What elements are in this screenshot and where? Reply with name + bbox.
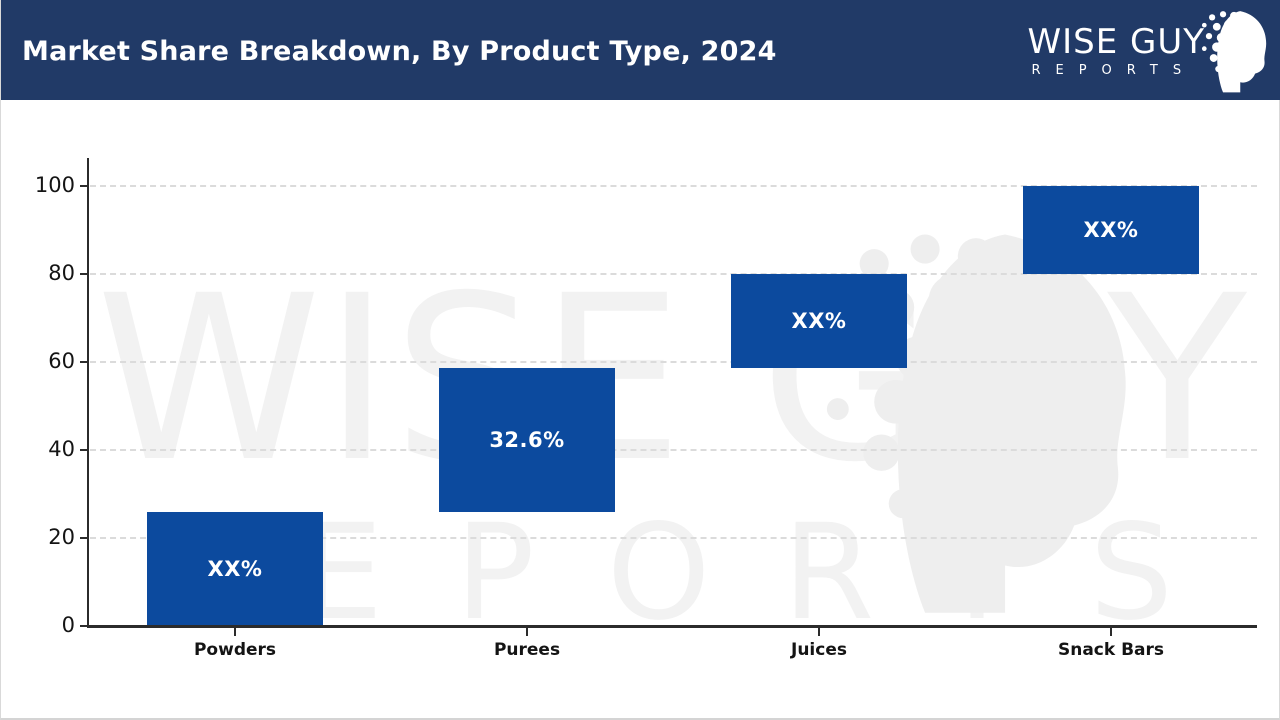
gridline-80	[90, 273, 1257, 275]
x-tick-0	[234, 628, 236, 636]
brand-logo: WISE GUY REPORTS	[1027, 8, 1275, 94]
gridline-20	[90, 537, 1257, 539]
brand-head-icon	[1201, 11, 1267, 93]
gridline-100	[90, 185, 1257, 187]
bar-juices: XX%	[731, 274, 907, 369]
y-axis-line	[87, 158, 89, 628]
bar-value-label: XX%	[207, 556, 263, 581]
gridline-40	[90, 449, 1257, 451]
bar-purees: 32.6%	[439, 368, 615, 512]
brand-subtitle: REPORTS	[1031, 62, 1197, 78]
y-tick-80	[80, 273, 89, 275]
y-tick-label-80: 80	[48, 261, 75, 285]
bar-powders: XX%	[147, 511, 323, 626]
x-tick-2	[818, 628, 820, 636]
y-tick-label-100: 100	[34, 173, 75, 197]
x-category-label: Powders	[193, 640, 277, 660]
y-tick-label-60: 60	[48, 349, 75, 373]
chart-area: WISE GUY REPORTS XX% 32.6% XX% XX% 0 20 40 60 8…	[1, 100, 1280, 720]
bar-value-label: XX%	[1083, 218, 1139, 242]
watermark-line1: WISE GUY	[96, 246, 1249, 512]
y-tick-20	[80, 537, 89, 539]
bar-value-label: XX%	[791, 309, 847, 334]
x-tick-3	[1110, 628, 1112, 636]
x-category-label: Purees	[493, 640, 561, 660]
x-tick-1	[526, 628, 528, 636]
page-title: Market Share Breakdown, By Product Type,…	[22, 36, 777, 67]
bar-value-label: 32.6%	[489, 427, 565, 452]
y-tick-40	[80, 449, 89, 451]
x-category-label: Juices	[791, 640, 847, 660]
bar-snack-bars: XX%	[1023, 186, 1199, 274]
y-tick-label-40: 40	[48, 437, 75, 461]
brand-name: WISE GUY	[1027, 22, 1205, 63]
y-tick-0	[80, 625, 89, 627]
y-tick-label-0: 0	[61, 613, 75, 637]
header: Market Share Breakdown, By Product Type,…	[1, 0, 1280, 100]
y-tick-label-20: 20	[48, 525, 75, 549]
y-tick-100	[80, 185, 89, 187]
y-tick-60	[80, 361, 89, 363]
brand-logo-text: WISE GUY REPORTS	[1027, 22, 1205, 78]
x-axis-line	[87, 625, 1257, 628]
x-category-label: Snack Bars	[1057, 640, 1165, 660]
gridline-60	[90, 361, 1257, 363]
